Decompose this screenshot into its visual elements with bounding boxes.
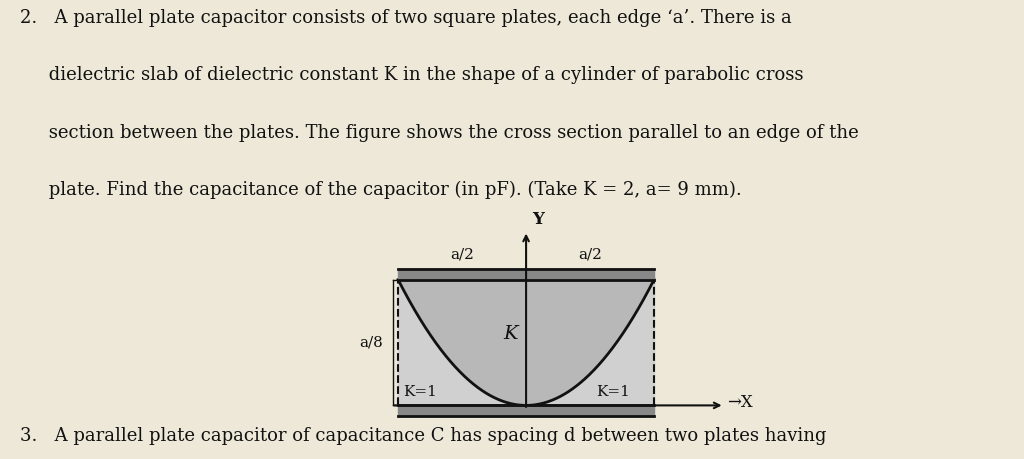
Text: Y: Y: [532, 211, 545, 228]
Text: →X: →X: [727, 394, 753, 411]
Text: 2.   A parallel plate capacitor consists of two square plates, each edge ‘a’. Th: 2. A parallel plate capacitor consists o…: [20, 9, 793, 27]
Text: 3.   A parallel plate capacitor of capacitance C has spacing d between two plate: 3. A parallel plate capacitor of capacit…: [20, 427, 827, 445]
Text: section between the plates. The figure shows the cross section parallel to an ed: section between the plates. The figure s…: [20, 124, 859, 142]
Text: dielectric slab of dielectric constant K in the shape of a cylinder of parabolic: dielectric slab of dielectric constant K…: [20, 67, 804, 84]
Text: a/8: a/8: [359, 336, 383, 349]
Text: K=1: K=1: [596, 386, 631, 399]
Text: a/2: a/2: [579, 248, 602, 262]
Text: a/2: a/2: [451, 248, 474, 262]
Text: K: K: [504, 325, 518, 343]
Text: plate. Find the capacitance of the capacitor (in pF). (Take K = 2, a= 9 mm).: plate. Find the capacitance of the capac…: [20, 181, 742, 199]
Text: K=1: K=1: [403, 386, 437, 399]
